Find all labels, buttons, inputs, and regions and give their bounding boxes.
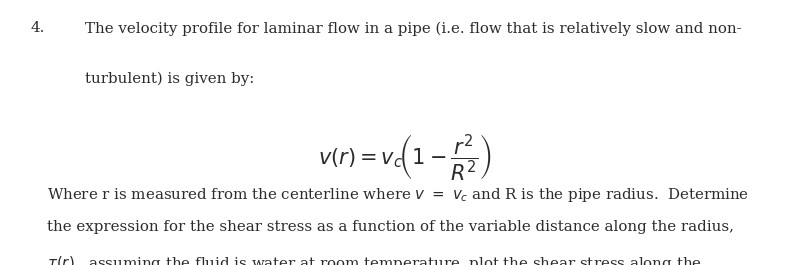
- Text: The velocity profile for laminar flow in a pipe (i.e. flow that is relatively sl: The velocity profile for laminar flow in…: [85, 21, 742, 36]
- Text: turbulent) is given by:: turbulent) is given by:: [85, 72, 254, 86]
- Text: $\tau(r)$.  assuming the fluid is water at room temperature, plot the shear stre: $\tau(r)$. assuming the fluid is water a…: [47, 254, 701, 265]
- Text: Where r is measured from the centerline where $v\ =\ v_c$ and R is the pipe radi: Where r is measured from the centerline …: [47, 186, 749, 204]
- Text: $v(r) = v_c\!\left(1 - \dfrac{r^2}{R^2}\right)$: $v(r) = v_c\!\left(1 - \dfrac{r^2}{R^2}\…: [318, 132, 492, 184]
- Text: 4.: 4.: [31, 21, 45, 35]
- Text: the expression for the shear stress as a function of the variable distance along: the expression for the shear stress as a…: [47, 220, 734, 234]
